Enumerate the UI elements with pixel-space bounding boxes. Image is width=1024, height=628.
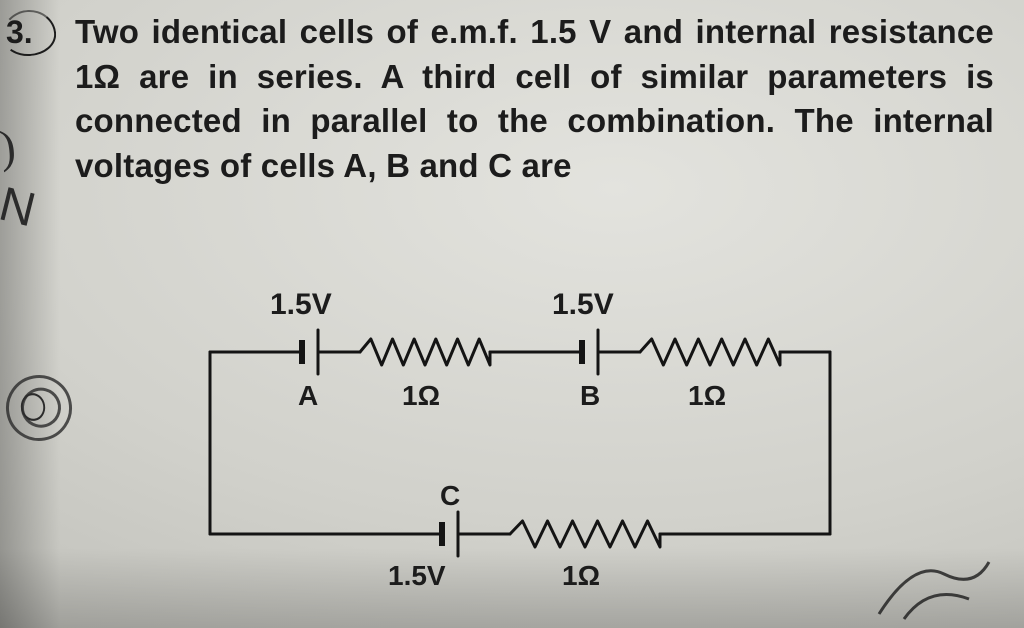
circuit-svg [170, 280, 870, 610]
corner-scribble [874, 554, 994, 624]
question-text: Two identical cells of e.m.f. 1.5 V and … [75, 10, 994, 188]
margin-scribble-n: N [0, 177, 41, 239]
circuit-diagram: 1.5V 1.5V A 1Ω B 1Ω C 1.5V 1Ω [170, 280, 870, 610]
resistor-c-label: 1Ω [562, 560, 600, 592]
cell-a-name-label: A [298, 380, 318, 412]
resistor-a-label: 1Ω [402, 380, 440, 412]
cell-c-voltage-label: 1.5V [388, 560, 446, 592]
cell-a-voltage-label: 1.5V [270, 288, 332, 322]
question-number: 3. [6, 14, 33, 51]
page-shade-left [0, 0, 60, 628]
cell-b-voltage-label: 1.5V [552, 288, 614, 322]
resistor-b-label: 1Ω [688, 380, 726, 412]
margin-scribble-bracket: ) [0, 119, 18, 173]
cell-c-name-label: C [440, 480, 460, 512]
cell-b-name-label: B [580, 380, 600, 412]
